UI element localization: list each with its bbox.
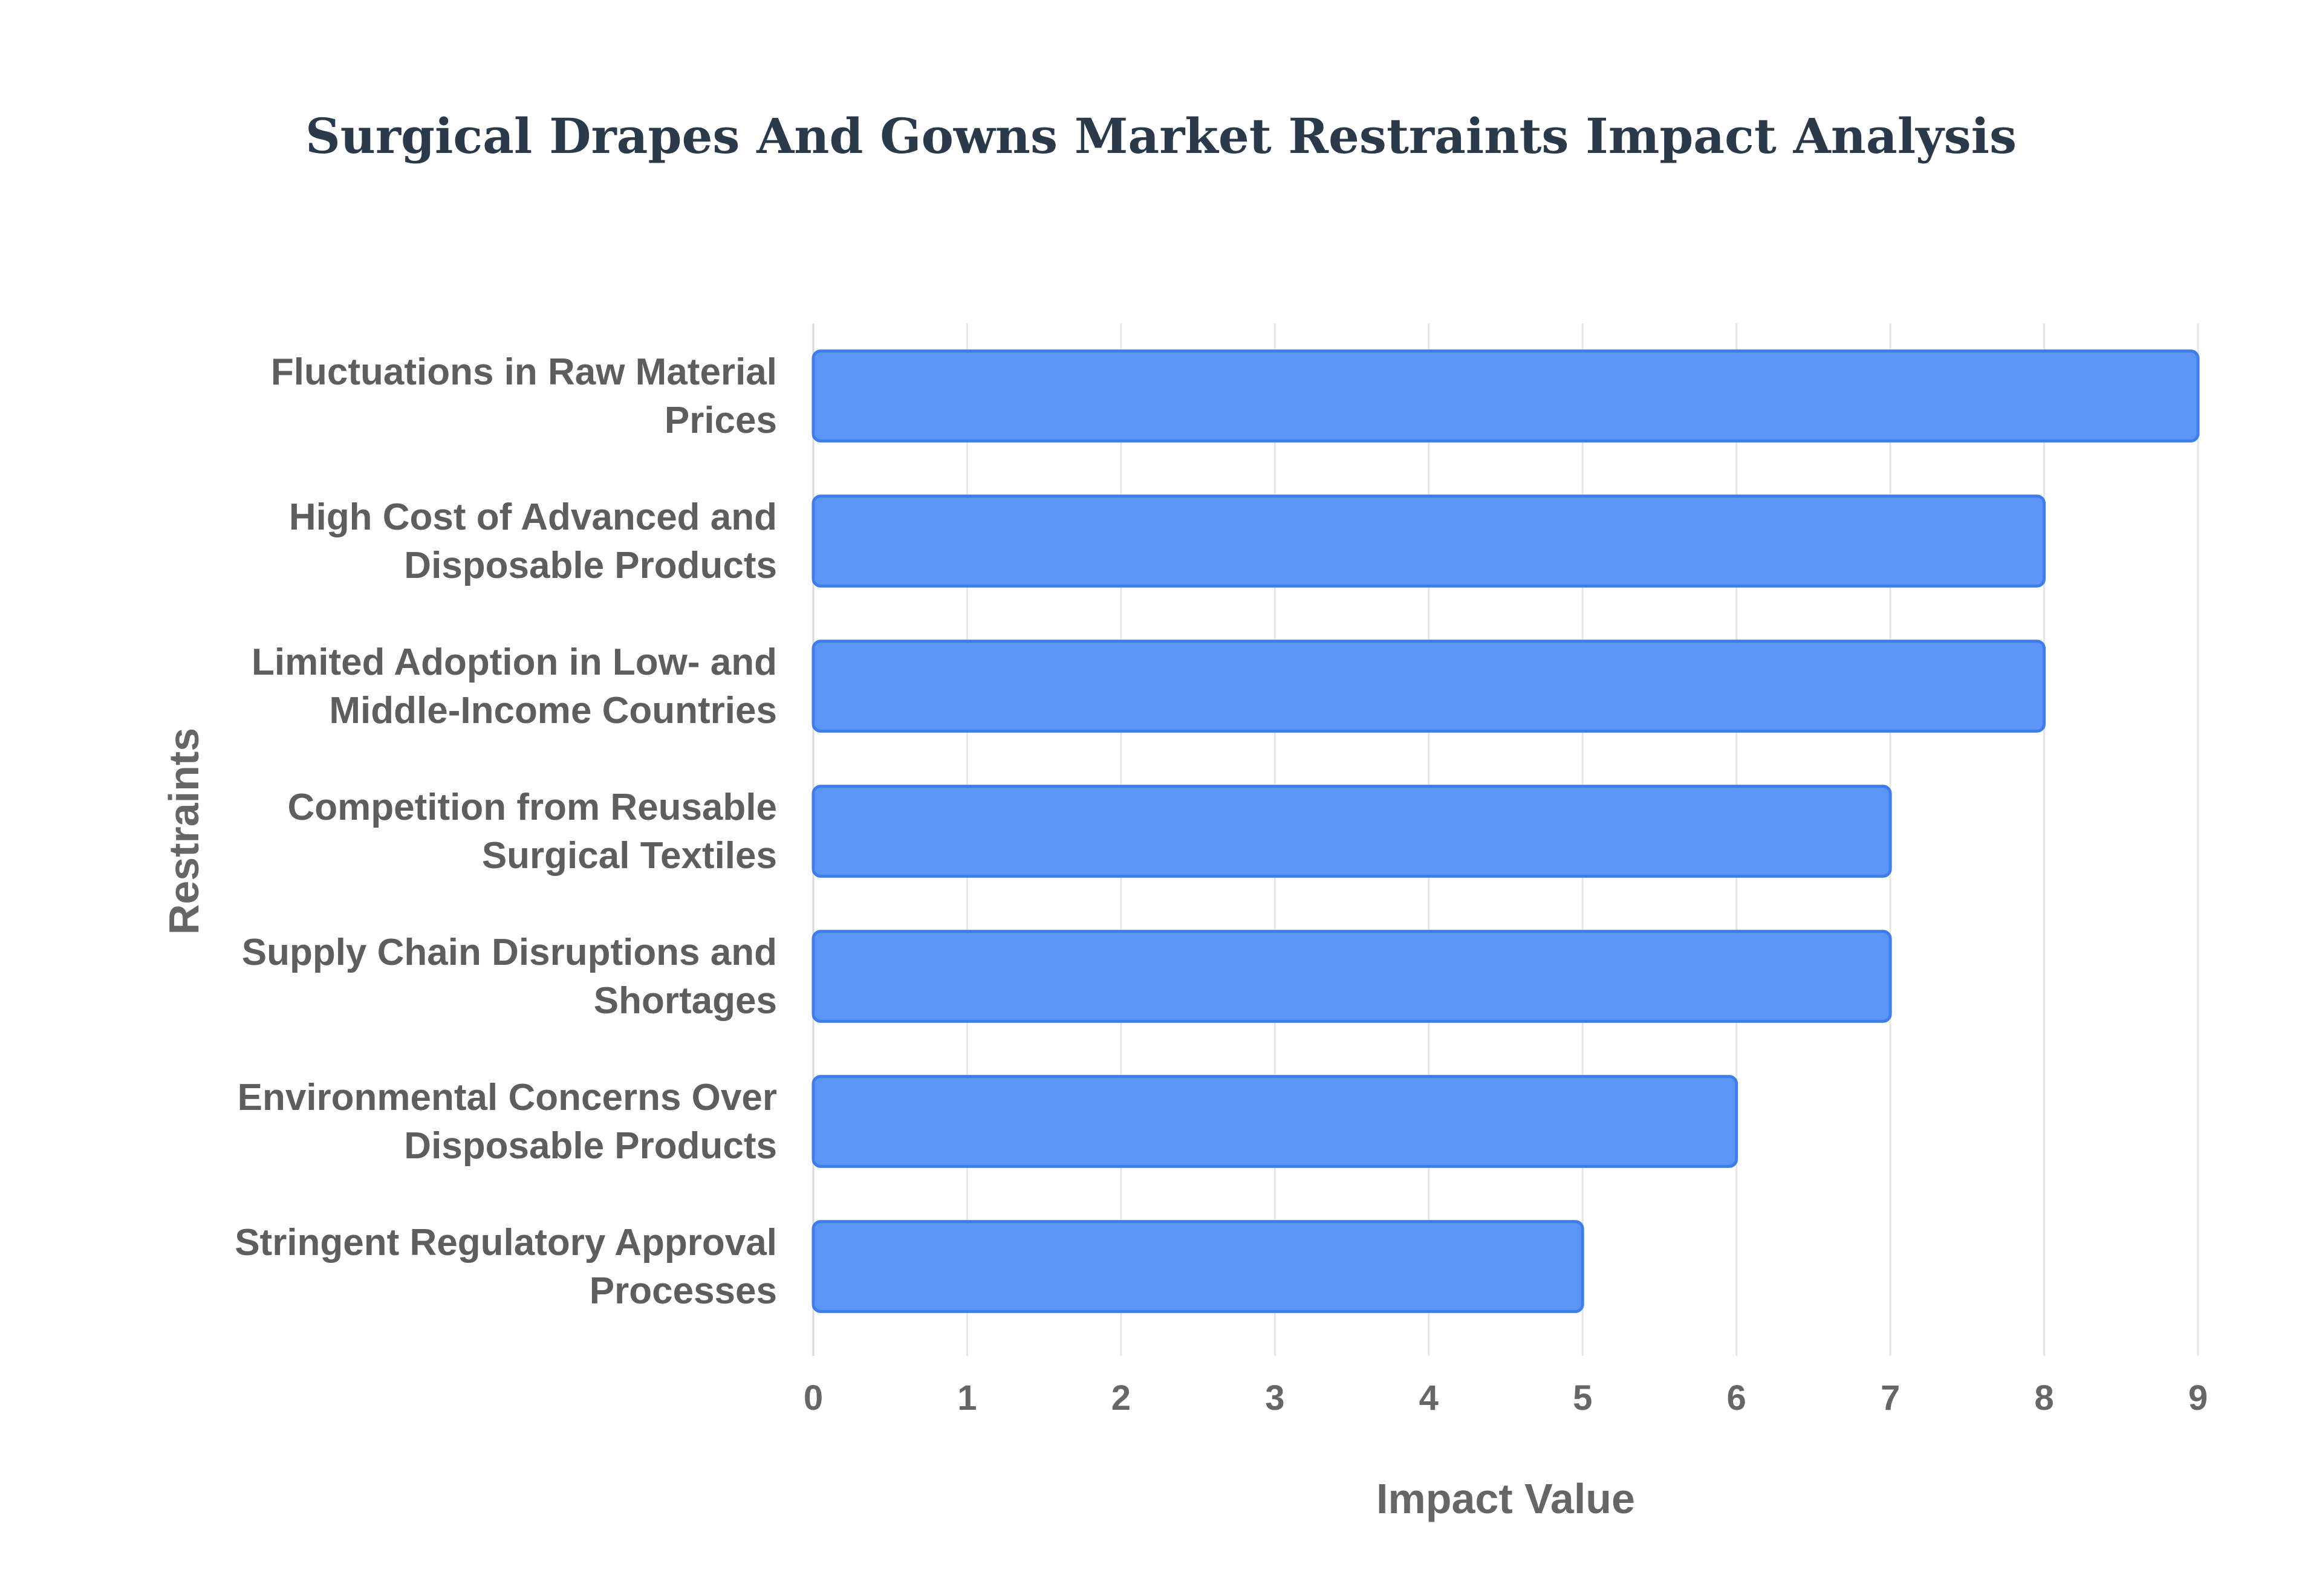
bar: [811, 785, 1892, 878]
bar: [811, 349, 2200, 443]
category-label: Fluctuations in Raw Material Prices: [271, 351, 777, 441]
x-tick-label: 5: [1573, 1378, 1592, 1418]
y-axis-title: Restraints: [160, 728, 207, 935]
x-tick-label: 8: [2034, 1378, 2054, 1418]
x-axis-title: Impact Value: [1376, 1475, 1635, 1522]
x-tick-label: 6: [1727, 1378, 1746, 1418]
chart-title: Surgical Drapes And Gowns Market Restrai…: [305, 108, 2017, 164]
x-tick-label: 7: [1881, 1378, 1900, 1418]
bar: [811, 1075, 1738, 1168]
category-label: Competition from Reusable Surgical Textil…: [287, 787, 777, 877]
category-label: Limited Adoption in Low- and Middle-Incom…: [252, 641, 777, 731]
x-tick-label: 3: [1265, 1378, 1284, 1418]
bar: [811, 640, 2046, 733]
category-label: Environmental Concerns Over Disposable Pr…: [238, 1077, 777, 1167]
bar: [811, 930, 1892, 1023]
x-tick-label: 2: [1111, 1378, 1131, 1418]
category-label: Stringent Regulatory Approval Processes: [235, 1222, 777, 1312]
x-tick-label: 4: [1419, 1378, 1439, 1418]
bar: [811, 1220, 1584, 1313]
x-tick-label: 9: [2188, 1378, 2208, 1418]
x-tick-label: 0: [804, 1378, 823, 1418]
x-tick-labels: 0 1 2 3 4 5 6 7 8 9: [804, 1378, 2208, 1418]
bar: [811, 495, 2046, 588]
category-label: High Cost of Advanced and Disposable Prod…: [289, 496, 777, 586]
category-labels: Fluctuations in Raw Material Prices High C…: [235, 351, 777, 1312]
x-tick-label: 1: [957, 1378, 977, 1418]
category-label: Supply Chain Disruptions and Shortages: [242, 932, 777, 1022]
bars: [811, 349, 2200, 1313]
